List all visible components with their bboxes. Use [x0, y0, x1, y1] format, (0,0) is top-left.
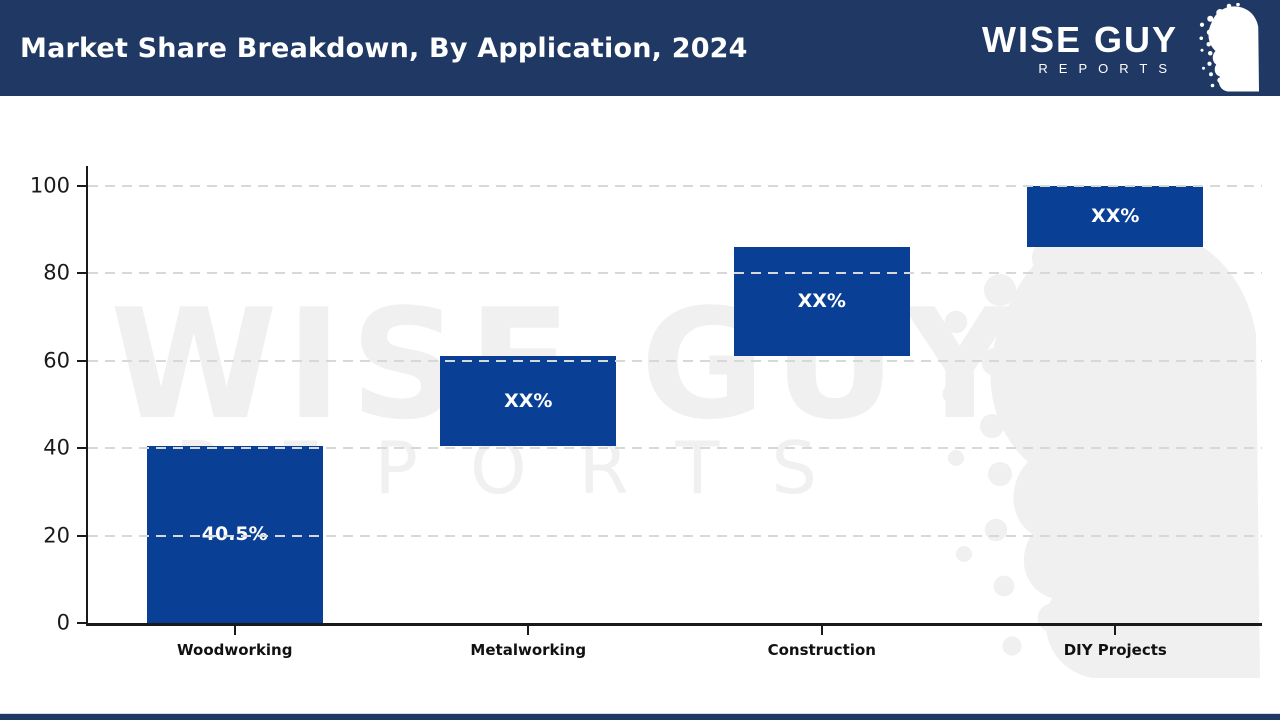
bar-value-label: XX%: [797, 290, 846, 313]
y-tick: [77, 622, 86, 624]
x-tick: [1114, 626, 1117, 635]
plot-area: 0 20 40 60 80 100 40.5% Woodworking XX% Metalwork…: [30, 166, 1262, 659]
y-tick: [77, 534, 86, 537]
chart-region: WISE GUY REPORTS 0 20 40 60 80 100 40.5% Woodwo…: [0, 96, 1280, 713]
brand-wordmark-line2: REPORTS: [1038, 60, 1178, 76]
y-tick: [77, 184, 86, 187]
bar: XX%: [1027, 185, 1204, 247]
gridline: [88, 534, 1262, 537]
x-tick-label: DIY Projects: [1063, 641, 1167, 659]
y-tick-label: 60: [43, 348, 70, 372]
y-tick: [77, 447, 86, 449]
y-tick-label: 40: [43, 435, 70, 460]
x-tick-label: Woodworking: [177, 641, 293, 659]
y-tick-label: 100: [29, 173, 70, 197]
x-tick: [527, 626, 530, 635]
y-tick: [77, 359, 86, 362]
y-tick-label: 0: [56, 610, 70, 635]
y-axis-spine: [86, 166, 88, 625]
gridline: [88, 184, 1262, 187]
bar: 40.5%: [146, 445, 323, 623]
bar-value-label: 40.5%: [201, 523, 268, 546]
x-tick-label: Construction: [767, 641, 876, 659]
wiseguy-face-icon: [1199, 3, 1259, 92]
header: Market Share Breakdown, By Application, …: [0, 0, 1280, 96]
bar: XX%: [440, 356, 617, 446]
bar: XX%: [733, 246, 910, 357]
brand-logo: WISE GUY REPORTS: [982, 3, 1262, 93]
x-tick-label: Metalworking: [470, 641, 587, 659]
y-tick: [77, 272, 86, 274]
page-title: Market Share Breakdown, By Application, …: [20, 32, 748, 64]
y-tick-label: 80: [43, 260, 70, 285]
bar-value-label: XX%: [1091, 205, 1140, 228]
bar-value-label: XX%: [504, 389, 553, 412]
gridline: [88, 359, 1262, 362]
x-tick: [820, 626, 823, 635]
x-axis-spine: [86, 623, 1262, 626]
x-tick: [233, 626, 236, 635]
brand-wordmark-line1: WISE GUY: [981, 18, 1178, 60]
gridline: [88, 272, 1262, 274]
footer-bar: [0, 713, 1280, 720]
watermark-face-icon: [942, 224, 1260, 678]
y-tick-label: 20: [43, 523, 70, 547]
gridline: [88, 447, 1262, 449]
brand-wordmark: WISE GUY REPORTS: [981, 18, 1178, 76]
